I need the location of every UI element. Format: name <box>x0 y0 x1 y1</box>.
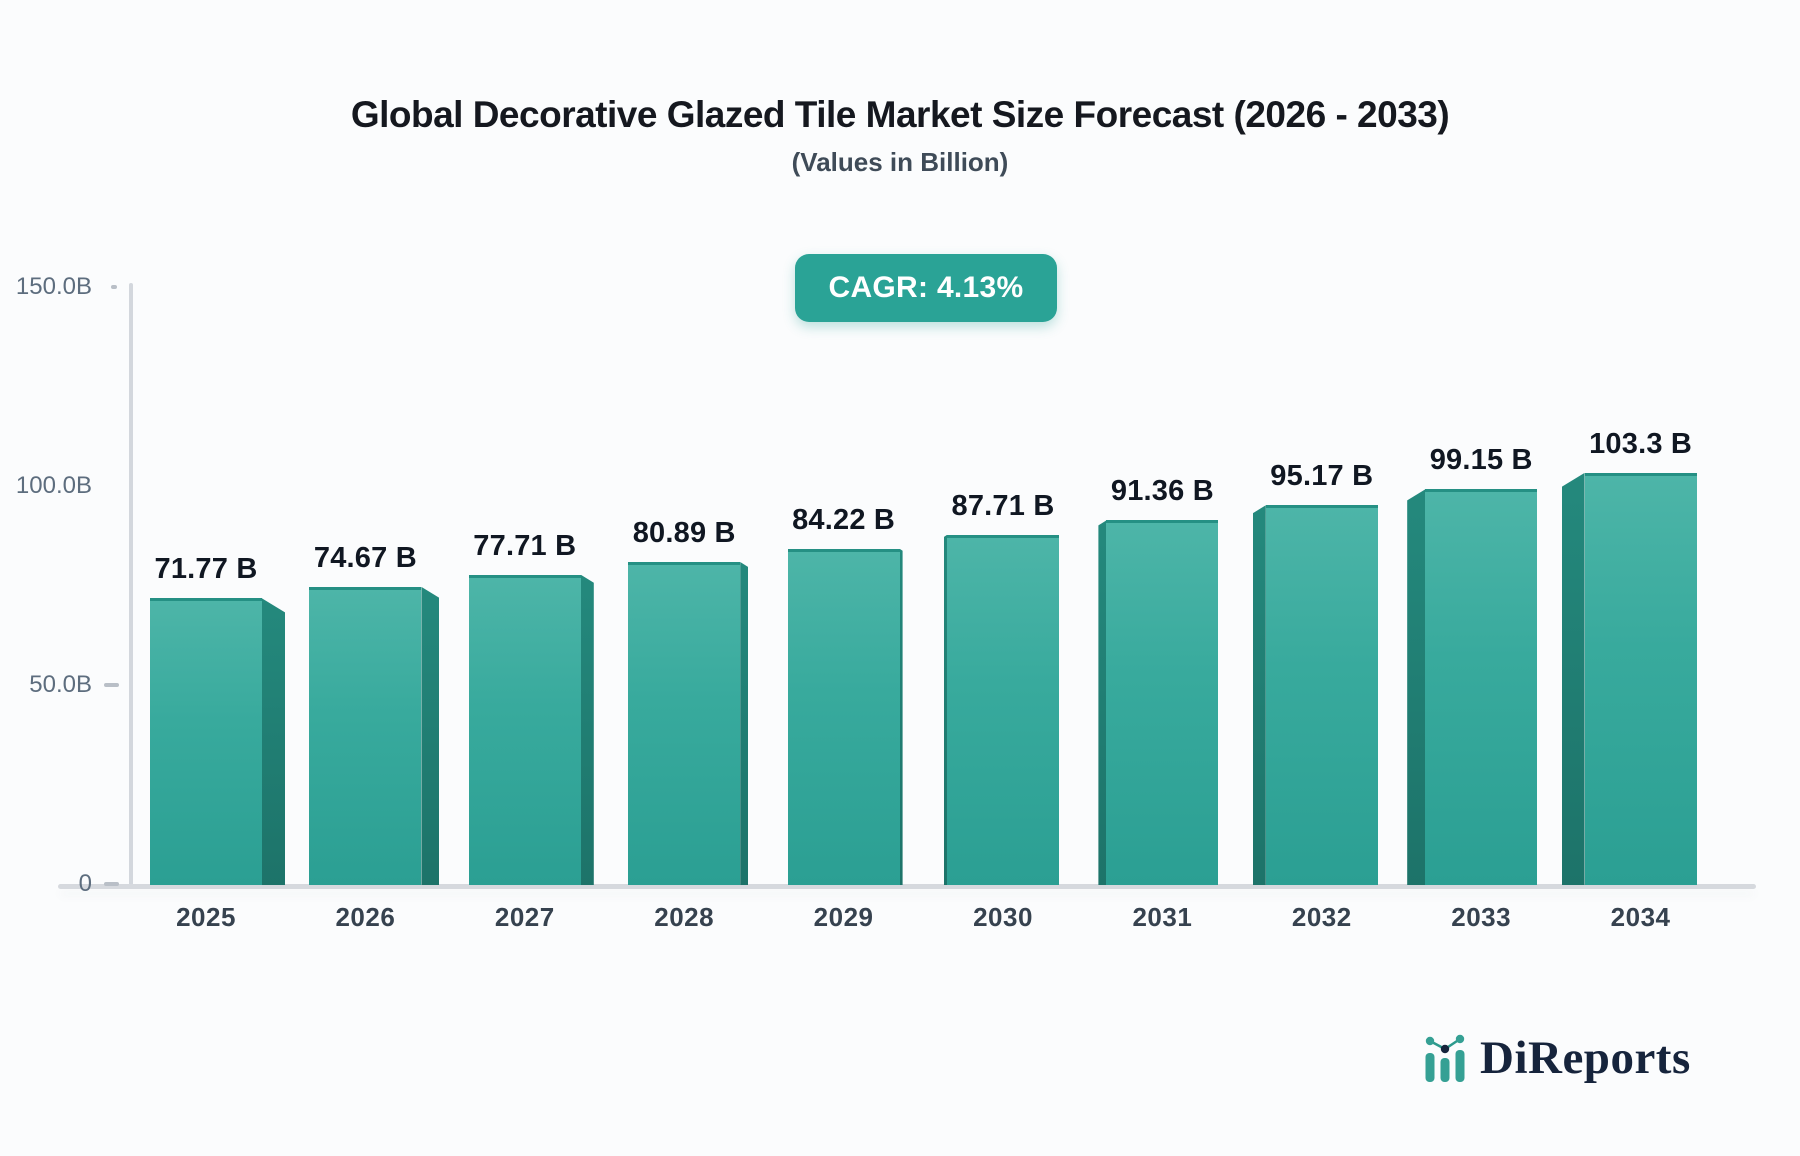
bar-value-label: 77.71 B <box>473 529 577 562</box>
bar-value-label: 99.15 B <box>1429 444 1533 477</box>
y-tick-mark <box>104 683 119 687</box>
y-tick-label: 100.0B <box>15 472 92 499</box>
x-tick-label: 2033 <box>1451 902 1512 932</box>
y-axis-line <box>129 283 133 889</box>
bar-value-label: 80.89 B <box>632 517 736 550</box>
chart-subtitle: (Values in Billion) <box>791 147 1009 177</box>
bar-2029 <box>787 548 900 885</box>
x-tick-label: 2031 <box>1132 902 1193 932</box>
x-tick-label: 2032 <box>1291 902 1352 932</box>
cagr-badge: CAGR: 4.13% <box>795 254 1057 322</box>
bar-side-2031 <box>1098 520 1107 885</box>
bar-value-label: 71.77 B <box>154 553 258 586</box>
bar-value-label: 103.3 B <box>1589 427 1693 460</box>
bar-side-2034 <box>1561 472 1585 885</box>
bar-value-label: 74.67 B <box>313 541 417 574</box>
x-axis-line <box>58 884 1756 889</box>
cagr-badge-label: CAGR: 4.13% <box>828 271 1024 304</box>
bar-value-label: 95.17 B <box>1270 460 1374 493</box>
y-tick-mark <box>104 882 119 886</box>
bar-2032 <box>1265 505 1378 885</box>
bar-2033 <box>1425 489 1538 885</box>
bar-value-label: 84.22 B <box>792 503 896 536</box>
bar-2028 <box>628 562 741 885</box>
bar-side-2029 <box>899 548 903 885</box>
bar-2030 <box>947 534 1059 885</box>
y-tick-label: 150.0B <box>15 273 92 300</box>
bar-2026 <box>309 586 422 885</box>
bar-trend-logo-icon <box>1425 1034 1465 1082</box>
bar-side-2033 <box>1407 489 1426 885</box>
bar-side-2032 <box>1252 505 1266 885</box>
x-tick-label: 2027 <box>494 902 555 932</box>
bar-2025 <box>150 598 262 885</box>
y-tick-mark <box>111 285 117 289</box>
bar-2034 <box>1584 472 1697 885</box>
x-tick-label: 2025 <box>176 902 236 932</box>
x-tick-label: 2028 <box>654 902 715 932</box>
brand-name: DiReports <box>1480 1032 1691 1084</box>
x-tick-label: 2034 <box>1610 902 1671 932</box>
bar-side-2026 <box>421 586 440 885</box>
y-tick-label: 50.0B <box>29 671 92 698</box>
bar-2027 <box>468 574 581 885</box>
chart-title: Global Decorative Glazed Tile Market Siz… <box>350 94 1450 135</box>
bar-value-label: 87.71 B <box>951 489 1055 522</box>
bar-side-2028 <box>740 562 749 885</box>
bar-2031 <box>1106 520 1219 885</box>
x-tick-label: 2030 <box>973 902 1033 932</box>
bar-value-label: 91.36 B <box>1110 475 1214 508</box>
bar-side-2025 <box>262 598 285 885</box>
bar-side-2030 <box>944 534 947 885</box>
bar-side-2027 <box>580 574 594 885</box>
x-tick-label: 2029 <box>813 902 874 932</box>
y-tick-label: 0 <box>78 870 92 897</box>
brand-logo: DiReports <box>1424 1032 1691 1084</box>
x-tick-label: 2026 <box>335 902 396 932</box>
